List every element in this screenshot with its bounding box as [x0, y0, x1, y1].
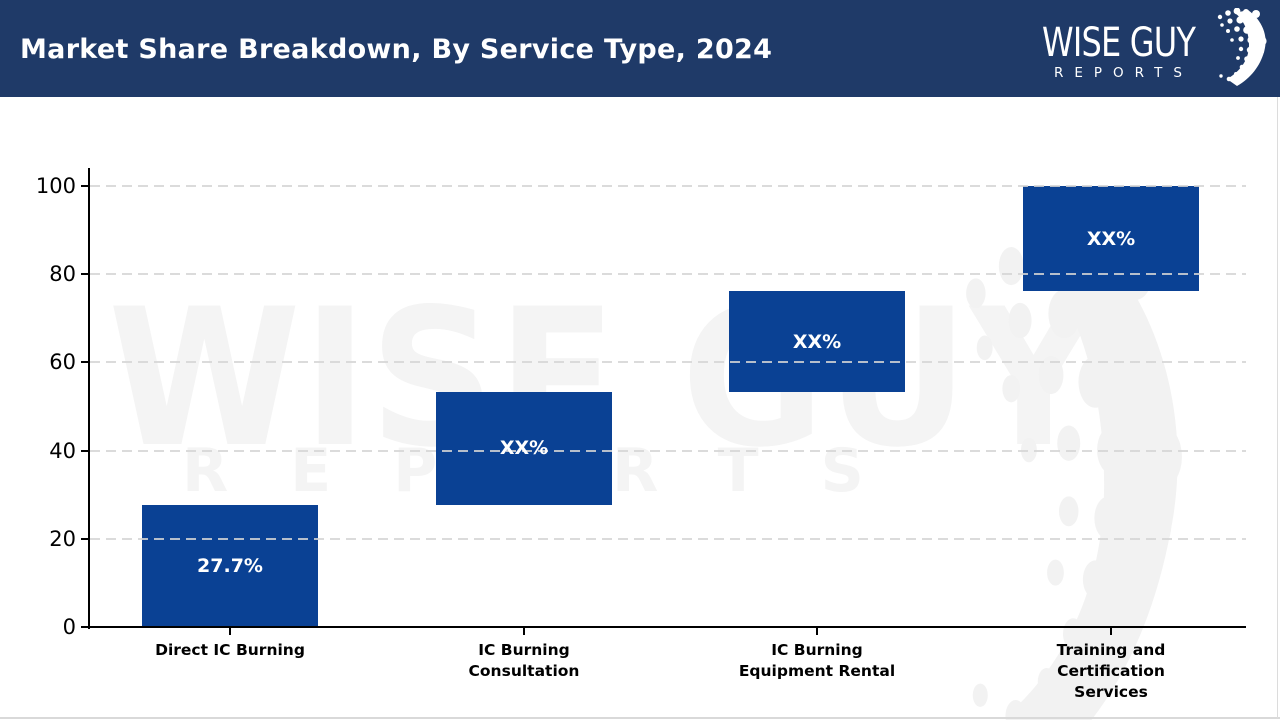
y-tick-0: [81, 626, 89, 628]
bar-segment-3: [729, 291, 905, 392]
bar-segment-1: [142, 504, 318, 627]
y-tick-label-20: 20: [49, 526, 76, 551]
page-title: Market Share Breakdown, By Service Type,…: [20, 34, 773, 65]
x-tick-1: [229, 628, 231, 635]
gridline-40: [90, 449, 1246, 452]
x-tick-label-2: IC Burning Consultation: [468, 641, 580, 680]
gridline-80: [90, 273, 1246, 276]
bar-value-label-1: 27.7%: [197, 554, 263, 577]
wise-guy-logo: WISE GUY REPORTS: [1008, 6, 1270, 92]
gridline-100: [90, 185, 1246, 187]
bottom-border-line: [0, 717, 1280, 719]
x-tick-4: [1110, 628, 1112, 635]
x-tick-3: [816, 628, 818, 635]
bar-value-label-3: XX%: [792, 330, 842, 353]
x-tick-label-1: Direct IC Burning: [155, 641, 305, 659]
x-tick-label-3: IC Burning Equipment Rental: [738, 641, 896, 680]
y-tick-60: [81, 361, 89, 364]
x-tick-label-4: Training and Certification Services: [1056, 641, 1166, 701]
y-tick-label-80: 80: [49, 262, 76, 287]
y-axis-line: [88, 168, 90, 629]
y-tick-label-100: 100: [35, 174, 76, 198]
y-tick-100: [81, 185, 89, 187]
x-axis-line: [88, 626, 1246, 628]
x-tick-2: [523, 628, 525, 635]
header-bar: Market Share Breakdown, By Service Type,…: [0, 0, 1280, 97]
logo-reports-text: REPORTS: [1054, 65, 1193, 81]
y-tick-label-60: 60: [49, 350, 76, 375]
logo-name-text: WISE GUY: [1042, 20, 1196, 66]
logo-face-icon: [1217, 8, 1267, 87]
gridline-60: [90, 361, 1246, 364]
bar-segment-2: [436, 391, 612, 505]
y-tick-label-0: 0: [62, 615, 76, 639]
bar-value-label-4: XX%: [1086, 227, 1136, 250]
y-tick-20: [81, 537, 89, 540]
right-border-line: [1277, 97, 1278, 718]
bar-value-label-2: XX%: [499, 437, 549, 460]
gridline-20: [90, 537, 1246, 540]
y-tick-label-40: 40: [49, 438, 76, 463]
y-tick-80: [81, 273, 89, 276]
y-tick-40: [81, 449, 89, 452]
